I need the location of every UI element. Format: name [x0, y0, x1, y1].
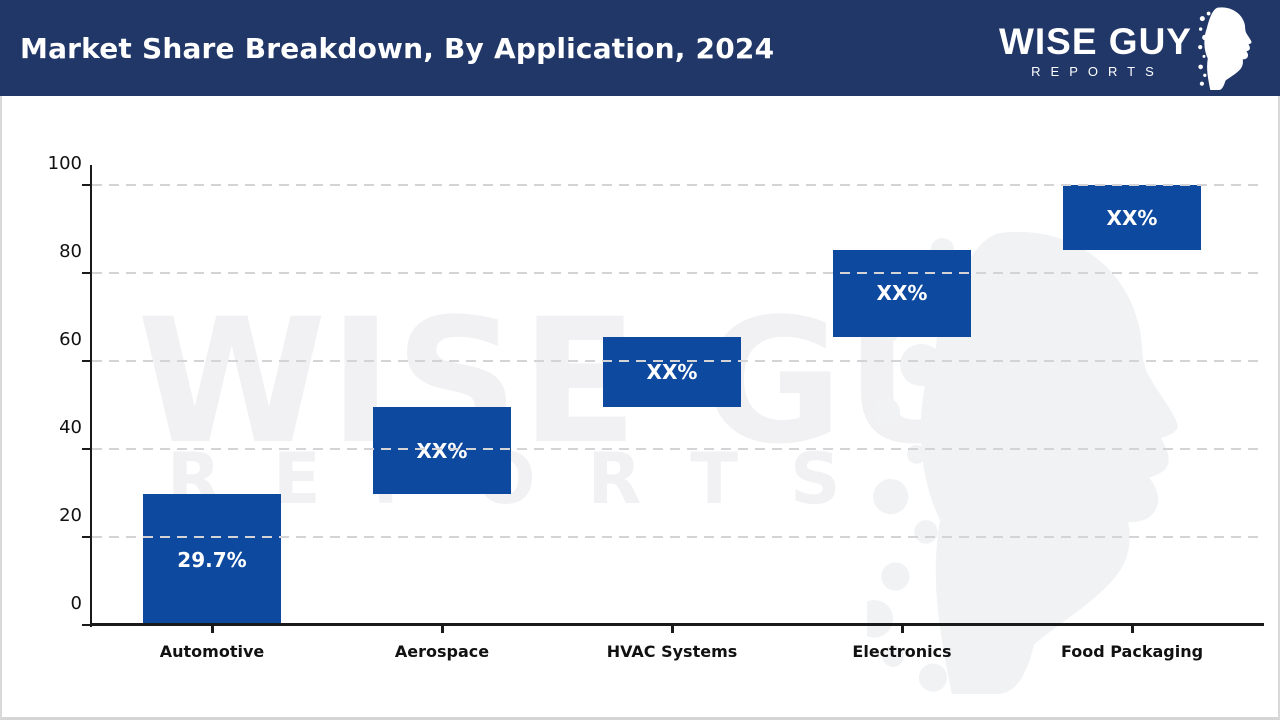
y-axis-tick-60 [82, 360, 90, 362]
bar-aerospace: XX% [373, 407, 511, 495]
x-axis-tick-4 [1131, 626, 1134, 633]
y-axis-label-80: 80 [59, 241, 82, 262]
bar-hvac-systems: XX% [603, 336, 741, 408]
gridline-20 [92, 536, 1264, 538]
y-axis-tick-40 [82, 448, 90, 450]
brand-logo: WISE GUY REPORTS [999, 0, 1262, 96]
bar-value-label: XX% [416, 438, 468, 463]
x-axis-label-3: Electronics [852, 642, 952, 661]
y-axis-label-20: 20 [59, 505, 82, 526]
y-axis-tick-20 [82, 536, 90, 538]
header-banner: Market Share Breakdown, By Application, … [0, 0, 1280, 96]
gridline-80 [92, 272, 1264, 274]
x-axis-line [90, 623, 1264, 626]
y-axis-tick-80 [82, 272, 90, 274]
bar-automotive: 29.7% [143, 494, 281, 625]
x-axis-label-0: Automotive [159, 642, 265, 661]
brand-name: WISE GUY [998, 20, 1192, 62]
y-axis-tick-100 [82, 184, 90, 186]
bar-value-label: XX% [876, 281, 928, 306]
y-axis-tick-0 [82, 624, 90, 626]
gridline-100 [92, 184, 1264, 186]
bar-value-label: 29.7% [177, 547, 247, 572]
brand-logo-text: WISE GUY REPORTS [999, 23, 1192, 78]
bar-food-packaging: XX% [1063, 185, 1201, 251]
x-axis-label-4: Food Packaging [1060, 642, 1204, 661]
plot-area: 0 20 40 60 80 100 29.7% Automotive XX% Aerospace X… [48, 153, 1264, 661]
brand-head-icon [1198, 7, 1252, 90]
bar-value-label: XX% [646, 360, 698, 384]
page-title: Market Share Breakdown, By Application, … [20, 31, 775, 65]
x-axis-tick-1 [441, 626, 444, 633]
bar-electronics: XX% [833, 250, 971, 337]
x-axis-tick-0 [211, 626, 214, 633]
x-axis-label-1: Aerospace [394, 642, 490, 661]
brand-subtitle: REPORTS [1031, 63, 1164, 79]
bar-value-label: XX% [1106, 205, 1158, 230]
y-axis-label-40: 40 [59, 417, 82, 438]
chart-canvas: WISE GUY REPORTS 0 20 40 60 80 100 29.7% Automo… [2, 96, 1278, 717]
y-axis-label-100: 100 [47, 153, 82, 174]
x-axis-label-2: HVAC Systems [606, 642, 738, 661]
watermark-head-icon [867, 231, 1178, 694]
y-axis-label-60: 60 [59, 329, 82, 350]
x-axis-tick-2 [671, 626, 674, 633]
x-axis-tick-3 [901, 626, 904, 633]
y-axis-label-0: 0 [70, 593, 82, 614]
gridline-60 [92, 360, 1264, 362]
y-axis-line [90, 165, 92, 627]
gridline-40 [92, 448, 1264, 450]
